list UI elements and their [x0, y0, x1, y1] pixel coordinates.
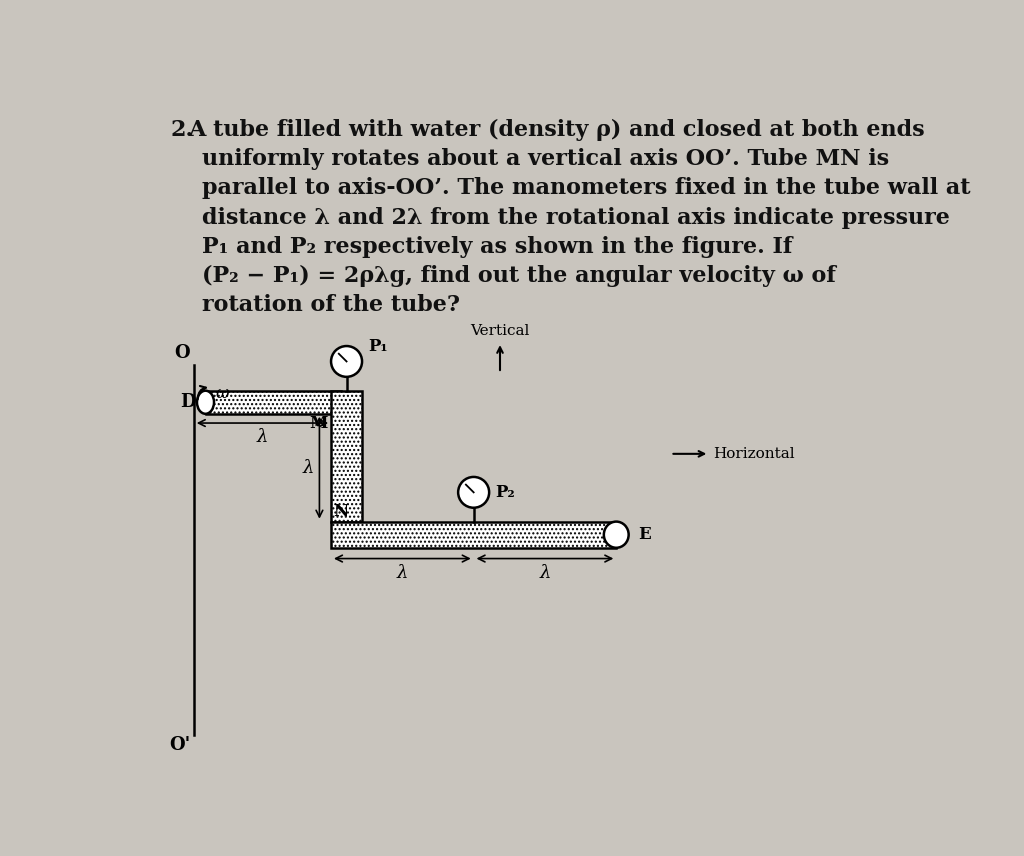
Text: uniformly rotates about a vertical axis OO’. Tube MN is: uniformly rotates about a vertical axis …	[202, 148, 889, 170]
Circle shape	[458, 477, 489, 508]
Text: A tube filled with water (density ρ) and closed at both ends: A tube filled with water (density ρ) and…	[188, 119, 925, 141]
Text: parallel to axis-OO’. The manometers fixed in the tube wall at: parallel to axis-OO’. The manometers fix…	[202, 177, 970, 199]
Text: N: N	[334, 503, 348, 520]
Circle shape	[331, 346, 362, 377]
Text: λ: λ	[303, 459, 314, 477]
Text: Vertical: Vertical	[470, 324, 529, 338]
Text: P₂: P₂	[496, 484, 515, 501]
Text: λ: λ	[396, 564, 408, 582]
Text: 2.: 2.	[171, 119, 194, 141]
Text: (P₂ − P₁) = 2ρλg, find out the angular velocity ω of: (P₂ − P₁) = 2ρλg, find out the angular v…	[202, 265, 836, 288]
Text: M: M	[309, 415, 328, 432]
Ellipse shape	[197, 390, 214, 413]
Text: λ: λ	[257, 429, 268, 447]
Text: P₁: P₁	[369, 338, 388, 355]
Bar	[331, 390, 362, 521]
Text: λ: λ	[540, 564, 551, 582]
Text: P₁ and P₂ respectively as shown in the figure. If: P₁ and P₂ respectively as shown in the f…	[202, 236, 792, 258]
Bar	[206, 390, 341, 413]
Ellipse shape	[604, 521, 629, 548]
Text: D: D	[180, 393, 197, 411]
Bar	[331, 521, 616, 548]
Text: rotation of the tube?: rotation of the tube?	[202, 294, 460, 317]
Text: E: E	[638, 526, 650, 544]
Text: distance λ and 2λ from the rotational axis indicate pressure: distance λ and 2λ from the rotational ax…	[202, 206, 949, 229]
Text: O': O'	[169, 736, 190, 754]
Text: ω: ω	[216, 384, 229, 401]
Text: Horizontal: Horizontal	[713, 447, 795, 461]
Text: O: O	[174, 344, 190, 362]
